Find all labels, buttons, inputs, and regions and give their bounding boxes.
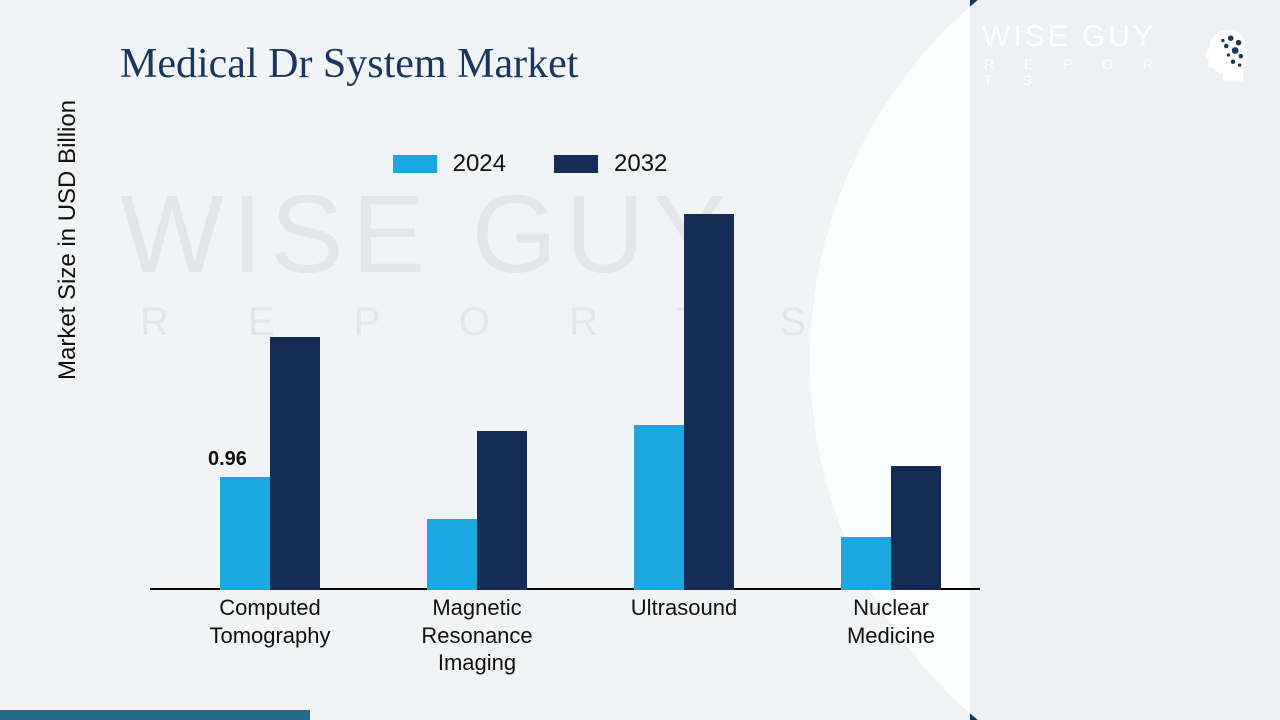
x-axis-label: NuclearMedicine: [801, 594, 981, 649]
legend-label: 2032: [614, 150, 667, 178]
legend-swatch: [554, 155, 598, 173]
value-label: 0.96: [208, 448, 247, 471]
y-axis-label: Market Size in USD Billion: [54, 100, 82, 380]
bar-group: [841, 466, 941, 590]
legend-label: 2024: [453, 150, 506, 178]
x-axis-labels: ComputedTomography MagneticResonanceImagi…: [150, 594, 980, 674]
bar-2032: [270, 337, 320, 590]
x-axis-label: ComputedTomography: [180, 594, 360, 649]
head-icon: [1196, 27, 1252, 83]
bar-2032: [891, 466, 941, 590]
bar-2024: [841, 537, 891, 590]
page-title: Medical Dr System Market: [120, 40, 578, 88]
bar-group: [427, 431, 527, 590]
bar-chart: 20242032 Market Size in USD Billion 0.96…: [60, 150, 1000, 690]
plot-area: 0.96: [150, 190, 980, 590]
legend-item: 2024: [393, 150, 506, 178]
bar-2032: [684, 214, 734, 590]
logo-text-main: WISE GUY: [982, 22, 1186, 52]
logo-text-sub: R E P O R T S: [982, 56, 1186, 88]
bottom-accent-band: [0, 710, 310, 720]
legend-item: 2032: [554, 150, 667, 178]
legend-swatch: [393, 155, 437, 173]
bar-2024: [427, 519, 477, 590]
x-axis-label: Ultrasound: [594, 594, 774, 622]
page: WISE GUY R E P O R T S Medical Dr System…: [0, 0, 1280, 720]
bar-2024: [634, 425, 684, 590]
bar-group: [634, 214, 734, 590]
legend: 2024 2032: [60, 150, 1000, 180]
bar-2032: [477, 431, 527, 590]
bar-2024: [220, 477, 270, 590]
brand-logo: WISE GUY R E P O R T S: [982, 22, 1252, 88]
x-axis-label: MagneticResonanceImaging: [387, 594, 567, 677]
